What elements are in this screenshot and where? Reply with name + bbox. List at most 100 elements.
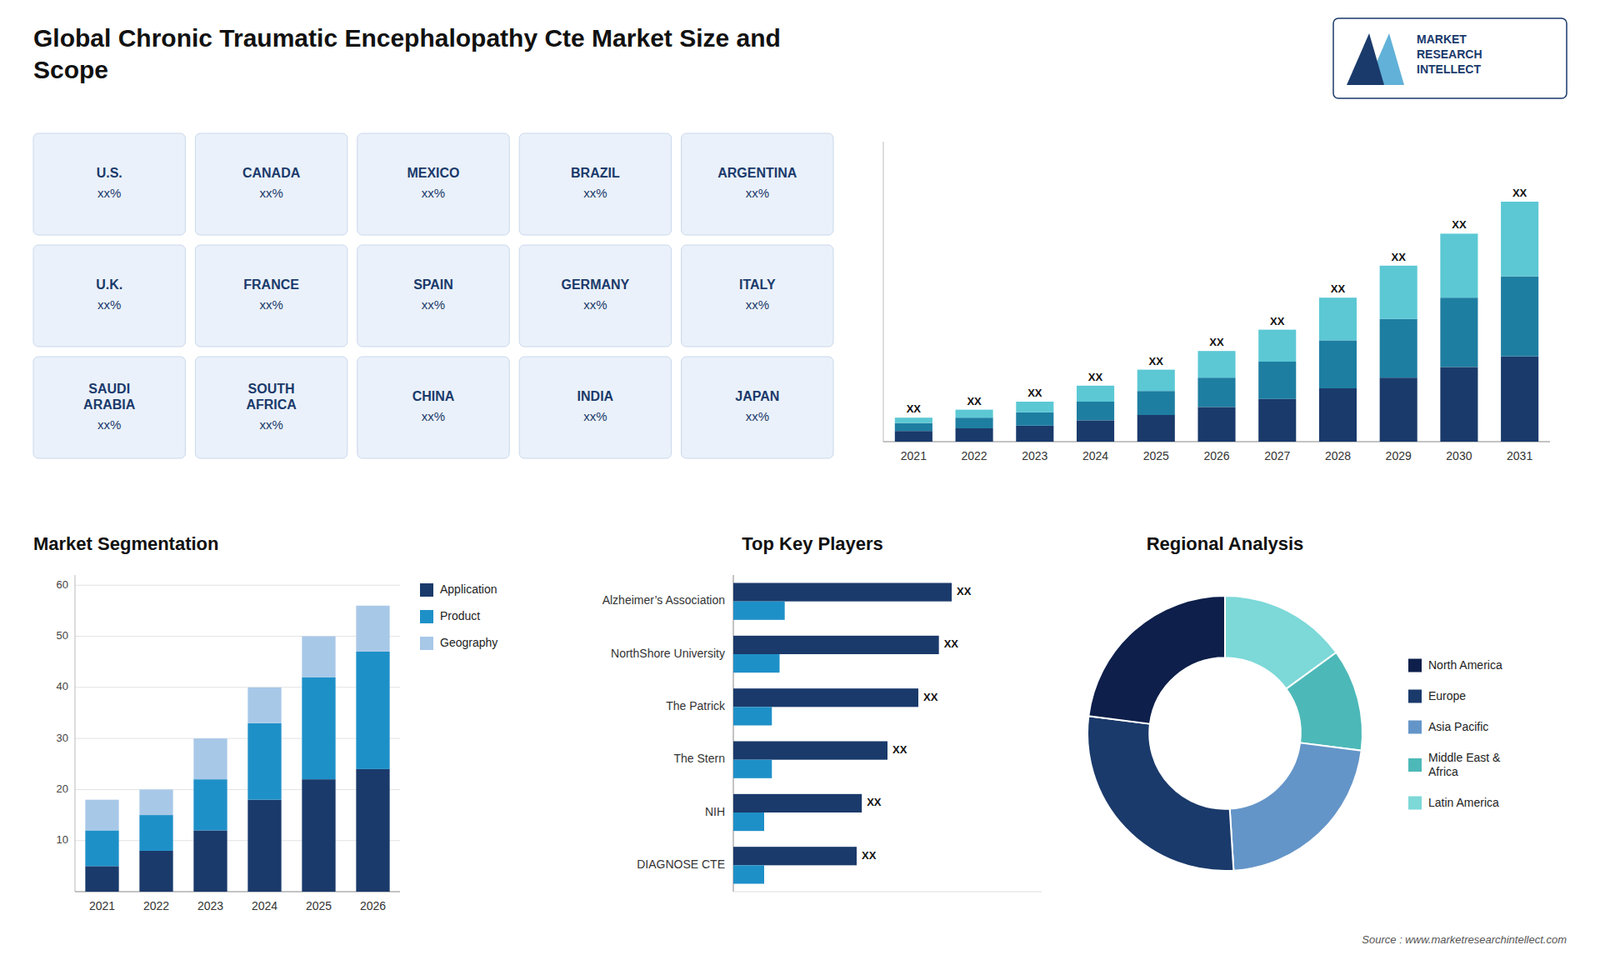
bar-segment	[85, 830, 119, 866]
bar-segment	[955, 428, 994, 442]
bar-segment	[355, 651, 390, 770]
grid-line	[75, 789, 400, 790]
donut-slice	[1087, 715, 1234, 871]
bar-segment	[301, 677, 335, 780]
map: U.S.xx%CANADAxx%MEXICOxx%BRAZILxx%ARGENT…	[33, 133, 834, 459]
x-tick-label: 2028	[1325, 449, 1351, 463]
x-tick-label: 2031	[1506, 449, 1533, 463]
bar	[733, 846, 857, 865]
map-tile	[357, 356, 510, 459]
bar-segment	[895, 423, 933, 432]
map-tile	[33, 356, 185, 459]
source-text: Source : www.marketresearchintellect.com	[1361, 933, 1567, 946]
map-label: FRANCE	[243, 277, 300, 292]
bar-segment	[895, 417, 933, 423]
map-tile	[195, 245, 347, 347]
chart-title: Regional Analysis	[1146, 533, 1305, 555]
map-label: INDIA	[577, 389, 615, 404]
legend-label: Europe	[1428, 688, 1466, 702]
bar-segment	[1380, 265, 1418, 320]
bar-annotation: XX	[1209, 335, 1225, 349]
map-tile	[357, 133, 510, 235]
y-tick-label: 50	[56, 629, 69, 642]
grid-line	[75, 686, 400, 688]
bar-chart: Market Segmentation102030405060202120222…	[33, 533, 498, 913]
bar-segment	[355, 769, 390, 892]
grid-line	[75, 585, 400, 586]
bar	[733, 741, 888, 760]
map-label: ARGENTINA	[717, 165, 798, 180]
legend-label: Product	[440, 609, 480, 623]
x-tick-label: 2024	[1082, 449, 1109, 463]
map-label: GERMANY	[561, 277, 630, 292]
bar	[733, 601, 785, 620]
y-tick-label: The Patrick	[665, 699, 726, 713]
bar-segment	[1197, 377, 1235, 407]
bar-segment	[247, 800, 281, 892]
bar	[733, 760, 772, 779]
map-tile	[519, 356, 671, 459]
legend-label: Middle East &Africa	[1428, 750, 1501, 778]
map-label: SPAIN	[413, 277, 454, 292]
bar-segment	[1076, 385, 1115, 402]
bar-segment	[1440, 297, 1478, 367]
map-value: xx%	[97, 297, 121, 312]
map-label: ITALY	[739, 277, 776, 292]
donut-slice	[1285, 652, 1363, 751]
map-value: xx%	[97, 417, 121, 432]
map-value: xx%	[259, 297, 283, 312]
y-tick-label: 30	[56, 731, 69, 745]
x-tick-label: 2025	[305, 899, 332, 913]
page-title: Global Chronic Traumatic Encephalopathy …	[33, 24, 781, 84]
map-tile	[519, 133, 671, 235]
bar-segment	[1015, 412, 1054, 426]
bar-segment	[1137, 370, 1175, 392]
bar-segment	[1076, 420, 1115, 442]
bars	[85, 605, 390, 892]
x-tick-label: 2022	[961, 449, 988, 463]
y-axis	[733, 575, 735, 892]
bar-segment	[1197, 350, 1235, 378]
map-tile	[681, 356, 834, 459]
bar-segment	[1500, 356, 1539, 442]
y-tick-label: DIAGNOSE CTE	[636, 857, 725, 871]
bar	[733, 635, 940, 655]
x-tick-label: 2026	[360, 899, 386, 913]
map-tile	[195, 133, 347, 235]
bar-segment	[247, 723, 281, 800]
hbar-chart: Top Key PlayersXXAlzheimer’s Association…	[602, 533, 1042, 892]
y-tick-label: NIH	[705, 805, 725, 819]
map-value: xx%	[259, 417, 283, 432]
bar-segment	[301, 636, 335, 678]
map-tile	[681, 245, 834, 347]
bar-annotation: XX	[1330, 282, 1346, 295]
bar-segment	[1440, 233, 1478, 298]
bar-segment	[85, 865, 119, 892]
x-tick-label: 2022	[143, 899, 170, 913]
logo-box	[1333, 18, 1567, 99]
bar-label: XX	[866, 795, 882, 809]
legend-swatch	[1408, 796, 1422, 810]
bar-segment	[1380, 319, 1418, 378]
bar-segment	[193, 738, 227, 780]
bar-annotation: XX	[966, 395, 982, 408]
bar-segment	[1258, 399, 1296, 442]
map-value: xx%	[97, 185, 121, 200]
legend-swatch	[1408, 659, 1422, 673]
bar-label: XX	[892, 743, 908, 756]
bar-segment	[301, 779, 335, 892]
x-tick-label: 2027	[1264, 449, 1290, 463]
logo: MARKETRESEARCHINTELLECT	[1333, 18, 1567, 99]
map-value: xx%	[421, 409, 445, 424]
map-label: SOUTHAFRICA	[245, 381, 297, 412]
bar	[733, 794, 862, 813]
chart-title: Top Key Players	[741, 533, 884, 555]
map-label: BRAZIL	[570, 165, 620, 180]
x-tick-label: 2025	[1143, 449, 1170, 463]
chart-title: Market Segmentation	[33, 533, 220, 555]
bar-segment	[955, 410, 994, 419]
map-label: MEXICO	[406, 165, 460, 180]
bar-segment	[85, 800, 119, 831]
y-axis	[883, 141, 885, 442]
map-value: xx%	[583, 185, 607, 200]
